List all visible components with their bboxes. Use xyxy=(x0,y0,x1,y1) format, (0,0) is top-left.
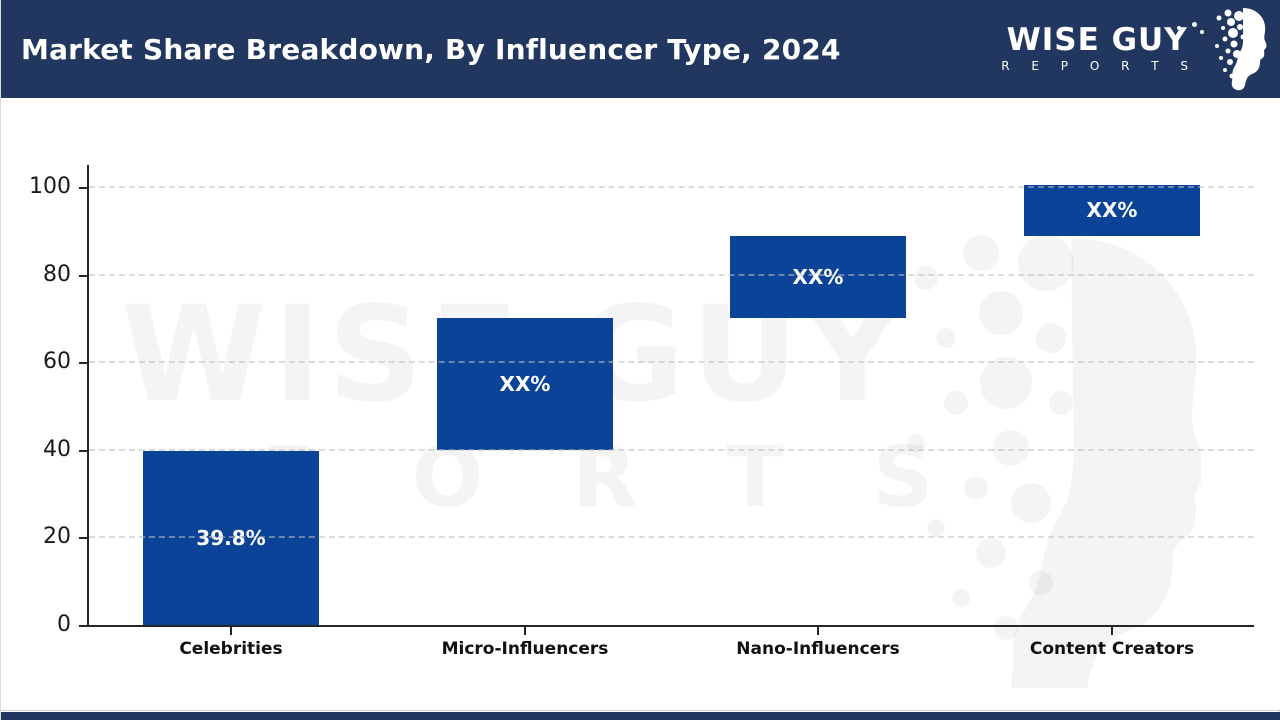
y-tick-label: 60 xyxy=(43,349,71,375)
bar-value-label: XX% xyxy=(792,265,844,290)
x-axis xyxy=(87,625,1254,627)
gridline xyxy=(89,361,1254,364)
gridline xyxy=(89,536,1254,539)
logo-dot xyxy=(1192,22,1197,27)
y-tickmark xyxy=(79,274,87,277)
bar-value-label: XX% xyxy=(499,372,551,397)
y-tickmark xyxy=(79,187,87,189)
logo-text-wiseguy: WISE GUY xyxy=(1006,22,1188,58)
y-tickmark xyxy=(79,537,87,540)
y-tick-label: 100 xyxy=(29,174,71,199)
header-bar: Market Share Breakdown, By Influencer Ty… xyxy=(1,0,1280,98)
plot-area: 0 20 40 60 80 100 39.8% Celebrities XX% Micro-Inf… xyxy=(1,98,1280,710)
logo-head-icon xyxy=(1215,8,1267,91)
x-tickmark xyxy=(817,627,819,635)
y-axis xyxy=(87,165,89,627)
bar-value-label: XX% xyxy=(1086,198,1138,223)
x-tickmark xyxy=(1111,627,1113,635)
logo-wordmark: WISE GUY R E P O R T S xyxy=(997,22,1197,74)
bar-content-creators: XX% xyxy=(1024,185,1200,236)
y-tick-label: 20 xyxy=(43,524,71,550)
bar-micro-influencers: XX% xyxy=(437,318,613,450)
logo-text-reports: R E P O R T S xyxy=(1001,59,1197,73)
y-tickmark xyxy=(79,362,87,365)
y-tick-label: 80 xyxy=(43,261,71,287)
x-tick-label: Celebrities xyxy=(179,639,283,659)
logo-dot xyxy=(1177,26,1181,30)
footer-divider xyxy=(1,710,1280,711)
y-tickmark xyxy=(79,625,87,627)
y-tickmark xyxy=(79,449,87,452)
y-tick-label: 40 xyxy=(43,436,71,462)
x-tickmark xyxy=(524,627,526,635)
x-tick-label: Content Creators xyxy=(1029,639,1195,659)
logo-dot xyxy=(1200,30,1204,34)
chart-title: Market Share Breakdown, By Influencer Ty… xyxy=(21,32,841,66)
bar-nano-influencers: XX% xyxy=(730,236,906,319)
wiseguy-logo: WISE GUY R E P O R T S xyxy=(997,0,1267,98)
x-tick-label: Micro-Influencers xyxy=(441,639,609,659)
x-tickmark xyxy=(230,627,232,635)
footer-bar xyxy=(1,712,1280,720)
gridline xyxy=(89,448,1254,451)
y-tick-label: 0 xyxy=(57,612,71,637)
gridline xyxy=(89,186,1254,188)
gridline xyxy=(89,273,1254,276)
x-tick-label: Nano-Influencers xyxy=(736,639,900,659)
